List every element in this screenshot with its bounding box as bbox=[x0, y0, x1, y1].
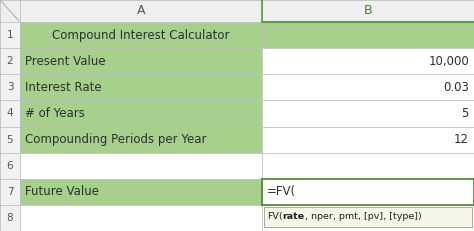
Text: FV(: FV( bbox=[267, 212, 283, 221]
Bar bbox=[20, 127, 262, 153]
Text: 8: 8 bbox=[7, 213, 13, 223]
Bar bbox=[262, 0, 474, 22]
Text: =FV(: =FV( bbox=[267, 185, 296, 198]
Bar bbox=[0, 22, 20, 48]
Text: 1: 1 bbox=[7, 30, 13, 40]
Text: 5: 5 bbox=[7, 135, 13, 145]
Bar bbox=[262, 153, 474, 179]
Text: Compound Interest Calculator: Compound Interest Calculator bbox=[52, 29, 230, 42]
Text: 4: 4 bbox=[7, 108, 13, 119]
Text: A: A bbox=[137, 4, 145, 18]
Text: 10,000: 10,000 bbox=[428, 55, 469, 68]
Bar bbox=[262, 74, 474, 100]
Text: , nper, pmt, [pv], [type]): , nper, pmt, [pv], [type]) bbox=[305, 212, 421, 221]
Bar bbox=[20, 153, 262, 179]
Text: 2: 2 bbox=[7, 56, 13, 66]
Text: 12: 12 bbox=[454, 133, 469, 146]
Text: 3: 3 bbox=[7, 82, 13, 92]
Text: Interest Rate: Interest Rate bbox=[25, 81, 101, 94]
Text: Compounding Periods per Year: Compounding Periods per Year bbox=[25, 133, 207, 146]
Bar bbox=[0, 179, 20, 205]
Bar bbox=[20, 0, 262, 22]
Text: # of Years: # of Years bbox=[25, 107, 85, 120]
Bar bbox=[20, 74, 262, 100]
Text: Present Value: Present Value bbox=[25, 55, 106, 68]
Text: 6: 6 bbox=[7, 161, 13, 171]
Bar bbox=[20, 179, 262, 205]
Bar bbox=[0, 205, 20, 231]
Bar bbox=[0, 0, 20, 22]
Text: Future Value: Future Value bbox=[25, 185, 99, 198]
Bar bbox=[0, 127, 20, 153]
Text: 7: 7 bbox=[7, 187, 13, 197]
Bar bbox=[262, 205, 474, 231]
Bar bbox=[262, 179, 474, 205]
Bar bbox=[20, 205, 262, 231]
Bar bbox=[0, 100, 20, 127]
Text: 5: 5 bbox=[462, 107, 469, 120]
Bar bbox=[20, 100, 262, 127]
Bar bbox=[20, 22, 262, 48]
Bar bbox=[0, 153, 20, 179]
Bar bbox=[262, 48, 474, 74]
Bar bbox=[262, 22, 474, 48]
Bar bbox=[20, 48, 262, 74]
Bar bbox=[262, 100, 474, 127]
Bar bbox=[0, 48, 20, 74]
Text: rate: rate bbox=[283, 212, 305, 221]
Bar bbox=[262, 127, 474, 153]
Text: 0.03: 0.03 bbox=[443, 81, 469, 94]
Bar bbox=[0, 74, 20, 100]
Text: B: B bbox=[364, 4, 372, 18]
FancyBboxPatch shape bbox=[264, 207, 472, 227]
